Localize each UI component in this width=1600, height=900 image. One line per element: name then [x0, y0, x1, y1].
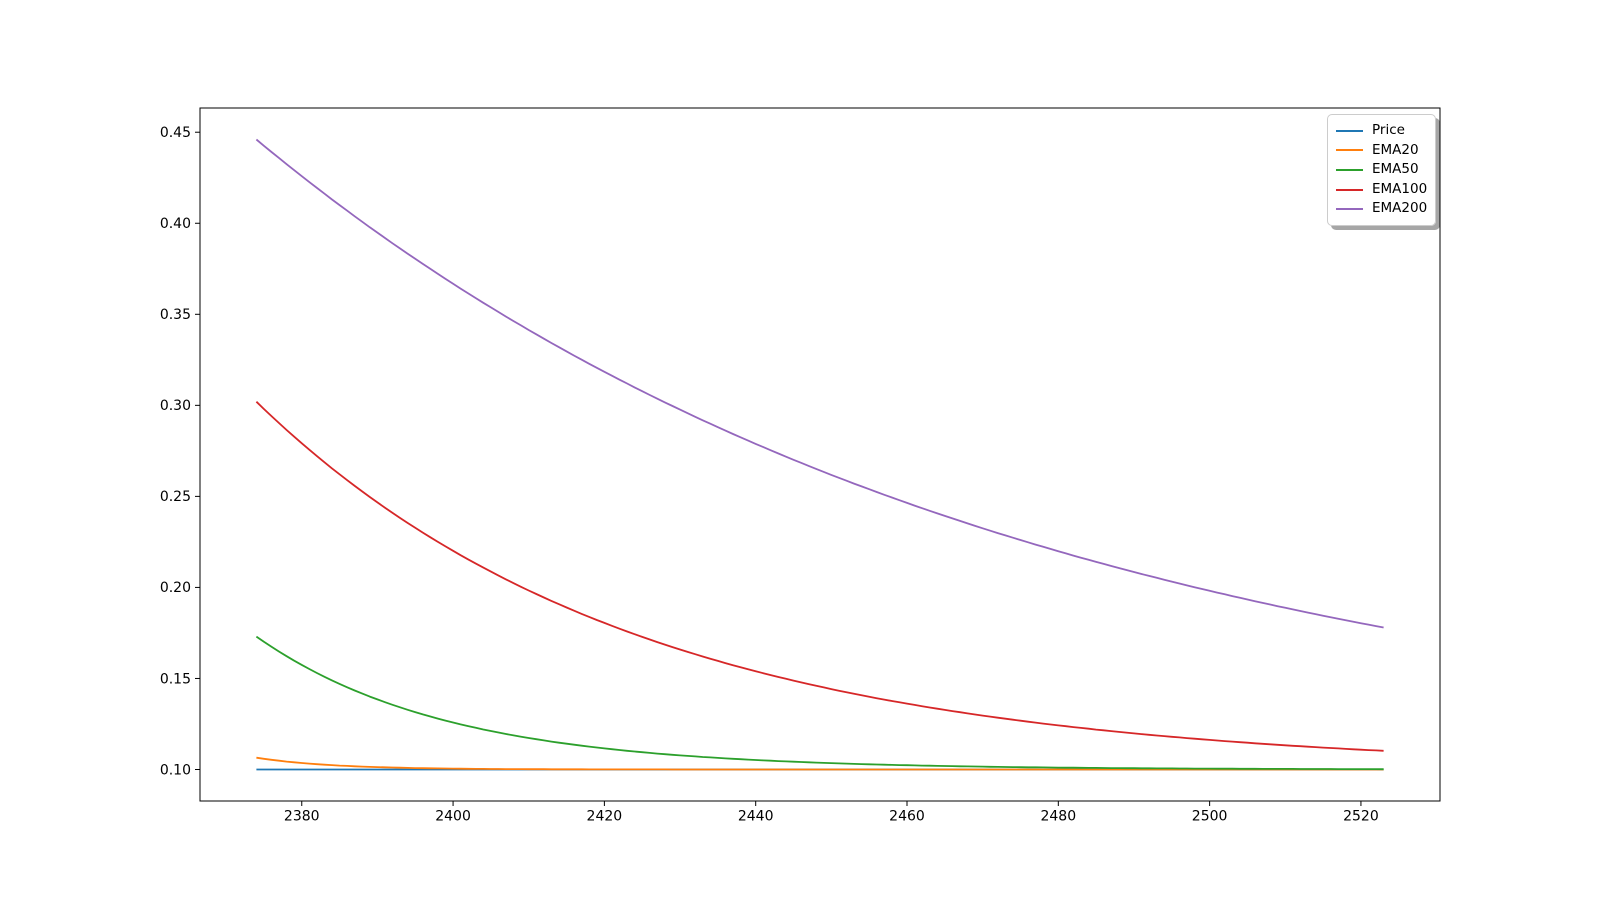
legend-line-sample-icon: [1336, 129, 1363, 132]
legend-item-ema20: EMA20: [1336, 141, 1427, 161]
y-tick-label-0.40: 0.40: [160, 216, 191, 232]
x-axis: 2380 2400 2420 2440 2460 2480 2500 2520: [284, 801, 1379, 825]
x-tick-label-2460: 2460: [889, 809, 925, 825]
series-lines: [255, 138, 1384, 771]
legend-line-sample-icon: [1336, 208, 1363, 211]
y-tick-label-0.10: 0.10: [160, 762, 191, 778]
y-tick-label-0.45: 0.45: [160, 125, 191, 141]
legend-label: EMA20: [1372, 141, 1419, 158]
y-tick-label-0.25: 0.25: [160, 489, 191, 505]
legend-label: EMA50: [1372, 161, 1419, 178]
y-tick-label-0.30: 0.30: [160, 398, 191, 414]
legend: Price EMA20 EMA50 EMA100 EMA200: [1327, 114, 1437, 226]
legend-line-sample-icon: [1336, 188, 1363, 191]
series-line-ema100: [255, 401, 1384, 752]
legend-line-sample-icon: [1336, 149, 1363, 152]
legend-item-ema50: EMA50: [1336, 160, 1427, 180]
legend-item-ema200: EMA200: [1336, 199, 1427, 219]
y-tick-label-0.15: 0.15: [160, 671, 191, 687]
series-line-ema20: [256, 756, 1384, 771]
x-tick-label-2420: 2420: [587, 809, 623, 825]
x-tick-label-2520: 2520: [1343, 809, 1379, 825]
plot-spines: [199, 107, 1441, 802]
x-tick-label-2500: 2500: [1192, 809, 1228, 825]
x-tick-label-2480: 2480: [1040, 809, 1076, 825]
legend-line-sample-icon: [1336, 168, 1363, 171]
series-line-ema200: [255, 138, 1384, 629]
x-tick-label-2440: 2440: [738, 809, 774, 825]
legend-item-ema100: EMA100: [1336, 180, 1427, 200]
y-axis: 0.10 0.15 0.20 0.25 0.30 0.35 0.40 0.45: [160, 125, 200, 778]
x-tick-label-2400: 2400: [435, 809, 471, 825]
plot-border: [199, 107, 1441, 802]
legend-label: EMA100: [1372, 180, 1428, 197]
y-tick-label-0.35: 0.35: [160, 307, 191, 323]
x-tick-label-2380: 2380: [284, 809, 320, 825]
legend-label: EMA200: [1372, 200, 1428, 217]
series-line-ema50: [255, 635, 1384, 771]
legend-item-price: Price: [1336, 121, 1427, 141]
legend-label: Price: [1372, 122, 1405, 139]
y-tick-label-0.20: 0.20: [160, 580, 191, 596]
